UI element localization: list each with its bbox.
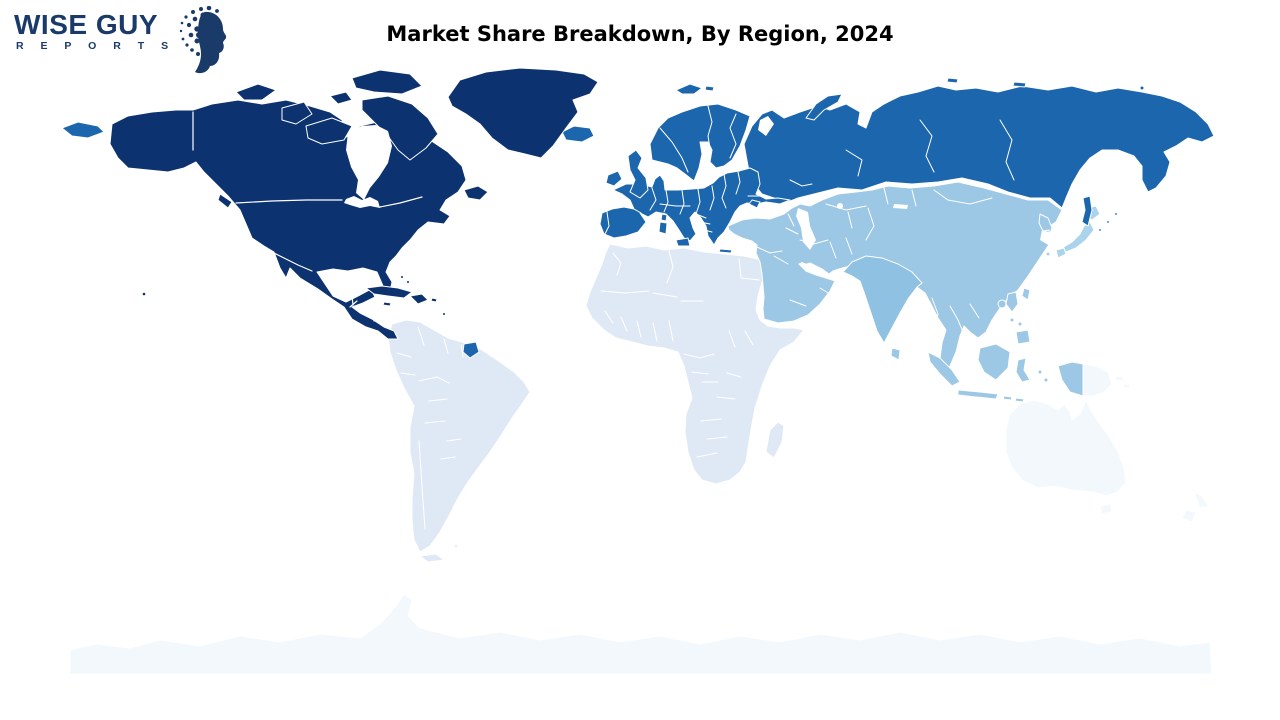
island-mindanao	[1015, 329, 1031, 345]
island-antilles	[442, 312, 446, 316]
borders-north-america	[192, 111, 423, 322]
country-papua-new-guinea	[1082, 363, 1113, 397]
peninsula-crimea	[748, 199, 761, 209]
country-united-kingdom	[627, 149, 649, 199]
region-chukotka-west-edge	[61, 121, 105, 139]
island-west-new-guinea	[1057, 361, 1084, 397]
island-baffin	[361, 95, 439, 161]
island-victoria	[305, 117, 353, 145]
region-south-america-africa	[387, 243, 805, 563]
island-speck	[1009, 317, 1015, 323]
island-speck	[1017, 321, 1023, 327]
island-hispaniola	[409, 293, 429, 305]
island-sri-lanka	[890, 347, 901, 361]
island-taiwan	[1021, 287, 1031, 301]
island-corsica	[660, 213, 668, 222]
island-speck	[1045, 251, 1051, 257]
island-speck	[704, 85, 715, 92]
country-india	[842, 255, 923, 344]
country-ireland	[605, 170, 623, 187]
borders-south-america	[396, 326, 464, 530]
borders-europe	[604, 105, 1015, 235]
island-sardinia	[658, 221, 668, 235]
island-falkland	[453, 543, 459, 549]
island-severnaya-zemlya	[946, 77, 959, 84]
water-overlays-north-america	[344, 125, 392, 208]
logo-head-icon	[179, 6, 227, 74]
country-greenland	[447, 67, 599, 159]
sea-white-sea	[758, 116, 774, 136]
island-sakhalin	[1081, 195, 1093, 227]
island-hainan	[997, 299, 1007, 309]
island-bahamas	[406, 280, 410, 284]
logo-wordmark: WISE GUY	[14, 9, 159, 40]
island-speck	[1043, 377, 1049, 383]
island-arctic-1	[235, 83, 277, 101]
island-vancouver	[217, 193, 233, 209]
island-luzon	[1005, 291, 1019, 313]
island-hawaii	[141, 291, 147, 297]
island-java	[957, 389, 999, 400]
island-speck	[1114, 212, 1118, 216]
borders-africa	[600, 250, 760, 458]
island-speck	[1002, 395, 1013, 401]
island-madagascar	[765, 421, 785, 459]
island-speck	[1014, 397, 1025, 403]
island-speck	[1106, 220, 1110, 224]
island-tierra-del-fuego	[419, 553, 445, 563]
sea-bohai	[1040, 230, 1054, 246]
region-scandinavia	[649, 103, 751, 182]
island-kyushu	[1055, 247, 1067, 259]
island-puerto-rico	[430, 297, 438, 303]
island-crete	[718, 248, 733, 254]
logo-text: WISE GUY R E P O R T S	[14, 9, 176, 53]
country-russia	[743, 85, 1215, 209]
country-australia	[1005, 399, 1127, 497]
continent-antarctica	[69, 593, 1213, 675]
island-newfoundland	[463, 185, 489, 201]
island-tasmania	[1099, 503, 1113, 515]
island-cuba	[365, 285, 413, 299]
region-europe	[61, 77, 1215, 359]
water-overlays	[758, 116, 1054, 275]
sea-caspian	[796, 208, 816, 250]
island-speck	[1037, 369, 1043, 375]
country-new-zealand-north	[1193, 491, 1209, 509]
lake-balkhash	[893, 204, 908, 209]
island-bahamas	[400, 275, 404, 279]
island-wrangel	[1139, 85, 1145, 91]
island-new-britain	[1114, 375, 1125, 382]
island-banks	[281, 101, 313, 125]
country-iceland	[561, 125, 595, 143]
island-sicily	[675, 237, 691, 247]
logo-subtext: R E P O R T S	[16, 40, 176, 53]
region-oceania-antarctica	[69, 363, 1213, 675]
territory-french-guiana	[462, 341, 480, 359]
island-sulawesi	[1015, 357, 1031, 383]
chart-title: Market Share Breakdown, By Region, 2024	[386, 22, 894, 47]
country-new-zealand-south	[1181, 509, 1197, 523]
island-ellesmere	[351, 69, 423, 95]
sea-persian-gulf	[798, 262, 824, 275]
island-jamaica	[382, 301, 392, 307]
island-sumatra	[927, 351, 961, 387]
island-speck	[1098, 228, 1102, 232]
island-novaya-zemlya	[805, 93, 843, 121]
island-speck	[1122, 383, 1131, 389]
lake-aral	[837, 203, 843, 209]
wise-guy-reports-logo: WISE GUY R E P O R T S	[14, 6, 229, 78]
sea-hudson-bay	[346, 125, 392, 200]
island-svalbard	[675, 83, 703, 95]
island-arctic-2	[329, 91, 353, 105]
island-borneo	[977, 343, 1011, 381]
island-new-siberian	[1012, 81, 1027, 88]
region-asia-india	[842, 255, 923, 344]
lakes-great-lakes	[344, 196, 380, 208]
continent-south-america	[387, 319, 531, 553]
island-honshu	[1061, 221, 1095, 253]
